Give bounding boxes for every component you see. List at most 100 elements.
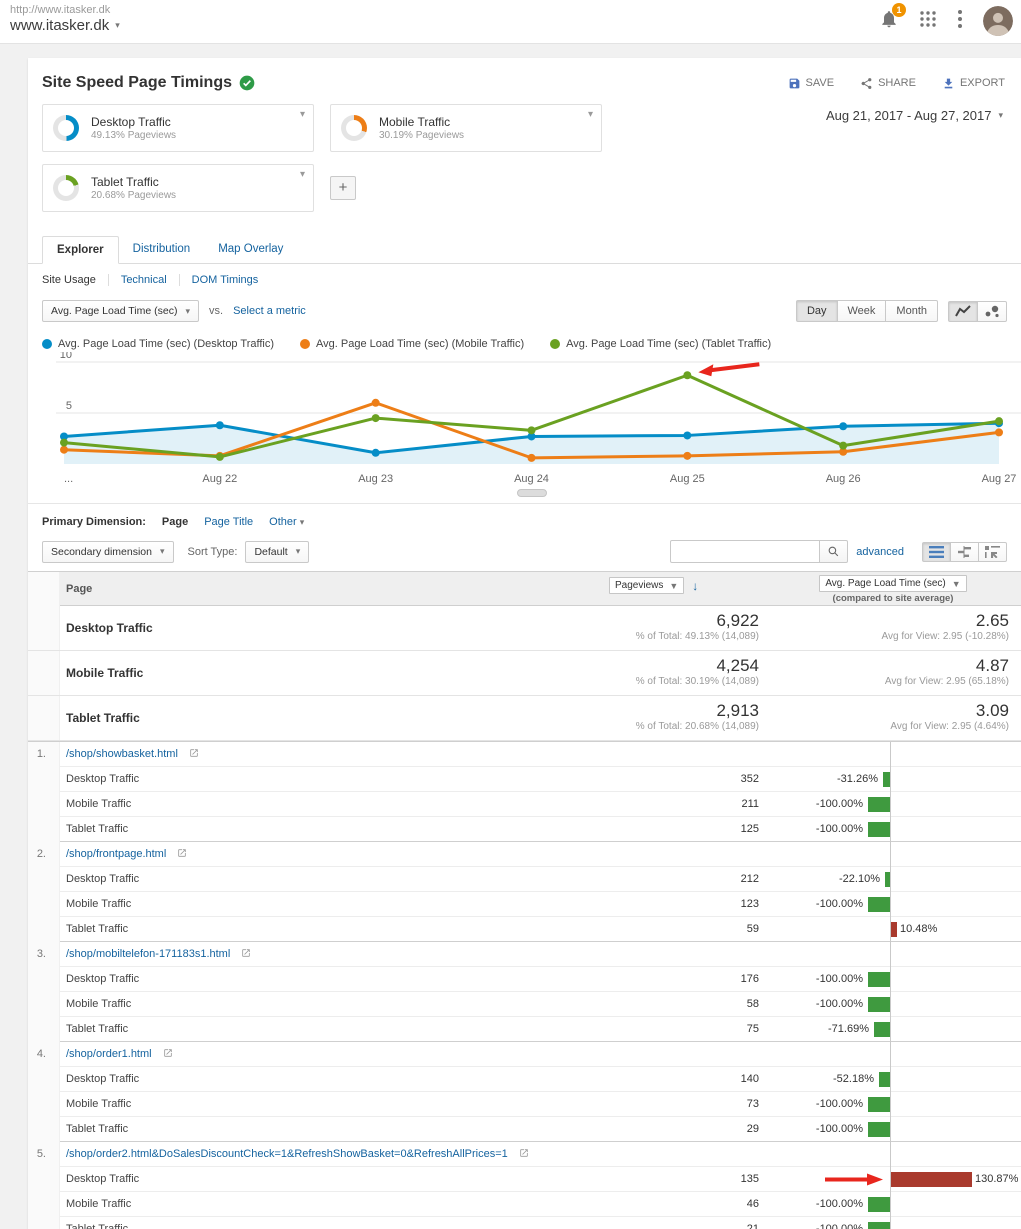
segment-pageviews: 140 [740,1073,759,1085]
bar-axis [890,1217,891,1229]
dimension-other[interactable]: Other ▾ [269,516,305,528]
chart-scroll-handle[interactable] [517,489,547,497]
share-button[interactable]: SHARE [860,77,916,90]
account-name: www.itasker.dk [10,17,110,34]
summary-metric-sub: Avg for View: 2.95 (-10.28%) [881,631,1009,642]
bell-icon [882,10,896,27]
apps-grid-icon [920,10,936,27]
segment-card-mobile[interactable]: Mobile Traffic 30.19% Pageviews ▾ [330,104,602,152]
save-button[interactable]: SAVE [788,77,834,90]
svg-text:10: 10 [60,352,72,361]
summary-row: Mobile Traffic 4,254 % of Total: 30.19% … [28,651,1021,696]
overflow-menu-button[interactable] [957,9,963,34]
open-page-icon[interactable] [189,748,199,761]
metric-column-dropdown[interactable]: Avg. Page Load Time (sec) ▼ [819,575,967,592]
legend-dot-icon [42,339,52,349]
annotation-arrow [825,1173,883,1186]
pivot-view-button[interactable] [979,541,1007,562]
dimension-page-title[interactable]: Page Title [204,516,254,528]
apps-grid-button[interactable] [919,10,937,33]
search-input[interactable] [670,540,821,563]
open-page-icon[interactable] [519,1148,529,1161]
chevron-down-icon: ▾ [115,20,120,30]
account-selector[interactable]: www.itasker.dk ▾ [10,17,1011,34]
page-link[interactable]: /shop/showbasket.html [66,748,178,760]
page-link[interactable]: /shop/order1.html [66,1048,152,1060]
date-range-selector[interactable]: Aug 21, 2017 - Aug 27, 2017 ▾ [825,108,1003,123]
chevron-down-icon[interactable]: ▾ [299,109,305,120]
report-panel: Site Speed Page Timings SAVE SHARE EXPOR… [28,58,1021,1229]
negative-bar [868,997,890,1012]
page-row: 3. /shop/mobiltelefon-171183s1.html [28,941,1021,968]
segment-row: Desktop Traffic 212 -22.10% [28,866,1021,893]
page-link[interactable]: /shop/frontpage.html [66,848,167,860]
granularity-day-button[interactable]: Day [795,300,838,322]
summary-metric: 2.65 [975,611,1009,630]
line-chart-view-button[interactable] [948,300,978,322]
page-link[interactable]: /shop/order2.html&DoSalesDiscountCheck=1… [66,1148,508,1160]
legend-item-desktop: Avg. Page Load Time (sec) (Desktop Traff… [42,338,274,350]
summary-segment-name: Desktop Traffic [66,621,153,635]
negative-bar [868,972,890,987]
tab-explorer[interactable]: Explorer [42,236,119,264]
open-page-icon[interactable] [241,948,251,961]
summary-metric-sub: Avg for View: 2.95 (4.64%) [890,721,1009,732]
comparison-view-button[interactable] [951,541,979,562]
primary-dimension-label: Primary Dimension: [42,516,146,528]
page-row: 2. /shop/frontpage.html [28,841,1021,868]
open-page-icon[interactable] [177,848,187,861]
chevron-down-icon: ▾ [299,517,305,527]
subtab-site-usage[interactable]: Site Usage [42,274,109,286]
segment-name: Tablet Traffic [66,923,129,935]
summary-row: Tablet Traffic 2,913 % of Total: 20.68% … [28,696,1021,741]
segment-row: Mobile Traffic 58 -100.00% [28,991,1021,1018]
summary-row: Desktop Traffic 6,922 % of Total: 49.13%… [28,606,1021,651]
pageviews-column-dropdown[interactable]: Pageviews ▼ [609,577,685,594]
top-bar: http://www.itasker.dk www.itasker.dk ▾ 1 [0,0,1021,44]
delta-percent: -100.00% [815,1198,863,1210]
bar-axis [890,942,891,968]
tab-distribution[interactable]: Distribution [132,243,191,255]
segment-name: Mobile Traffic [66,1098,132,1110]
negative-bar [885,872,890,887]
open-page-icon[interactable] [163,1048,173,1061]
tab-map-overlay[interactable]: Map Overlay [218,243,284,255]
granularity-week-button[interactable]: Week [837,300,887,322]
negative-bar [868,1197,890,1212]
secondary-dimension-dropdown[interactable]: Secondary dimension ▾ [42,540,174,563]
search-button[interactable] [820,540,849,563]
segment-card-desktop[interactable]: Desktop Traffic 49.13% Pageviews ▾ [42,104,314,152]
sort-descending-icon[interactable]: ↓ [692,579,699,593]
page-link[interactable]: /shop/mobiltelefon-171183s1.html [66,948,231,960]
segment-pageviews: 125 [740,823,759,835]
table-view-button[interactable] [922,541,951,562]
segment-name: Desktop Traffic [66,973,140,985]
avatar[interactable] [983,6,1013,36]
subtab-technical[interactable]: Technical [109,274,180,286]
segment-pageviews: 46 [746,1198,759,1210]
granularity-month-button[interactable]: Month [886,300,938,322]
delta-percent: -100.00% [815,1223,863,1229]
segment-card-tablet[interactable]: Tablet Traffic 20.68% Pageviews ▾ [42,164,314,212]
dimension-page[interactable]: Page [161,516,189,528]
select-metric-link[interactable]: Select a metric [233,305,306,317]
motion-chart-view-button[interactable] [978,300,1007,322]
metric-selector-dropdown[interactable]: Avg. Page Load Time (sec) ▾ [42,300,199,322]
bar-axis [890,742,891,768]
subtab-dom-timings[interactable]: DOM Timings [191,274,259,286]
chevron-down-icon[interactable]: ▾ [299,169,305,180]
negative-bar [868,1222,890,1229]
advanced-search-link[interactable]: advanced [856,545,904,558]
timeseries-chart[interactable]: 5 10... Aug 22 Aug 23 Aug 24 Aug 25 Aug 26 Aug … [28,349,1021,497]
delta-percent: -71.69% [828,1023,869,1035]
table-header-row: Page Pageviews ▼ ↓ Avg. Page Load Time (… [28,572,1021,606]
chevron-down-icon[interactable]: ▾ [587,109,593,120]
segment-pageviews: 21 [746,1223,759,1229]
export-button[interactable]: EXPORT [942,77,1005,90]
add-segment-button[interactable]: + [330,176,356,200]
sort-type-dropdown[interactable]: Default ▾ [245,540,310,563]
chevron-down-icon: ▼ [669,580,679,591]
segment-row: Tablet Traffic 59 10.48% [28,916,1021,943]
notifications-button[interactable]: 1 [879,2,906,34]
delta-percent: -100.00% [815,1123,863,1135]
